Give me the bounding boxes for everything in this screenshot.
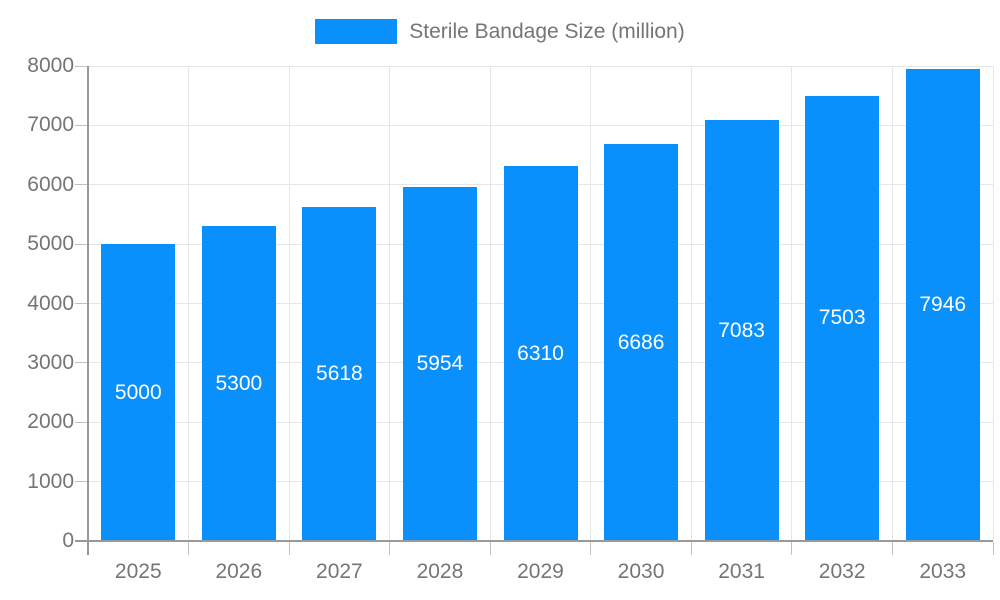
gridline-vertical — [690, 66, 692, 541]
y-axis-tick-label: 1000 — [27, 469, 74, 493]
bar-2033[interactable] — [905, 69, 980, 541]
x-axis-tick-label: 2026 — [215, 560, 263, 583]
x-axis-tick-mark — [188, 542, 190, 555]
bar-value-label: 7083 — [718, 318, 765, 342]
x-axis-tick-label: 2030 — [617, 560, 665, 583]
y-axis-tick-label: 7000 — [27, 113, 74, 137]
bar-value-label: 5000 — [114, 380, 162, 404]
bar-value-label: 7503 — [818, 306, 866, 330]
y-axis-tick-label: 5000 — [27, 232, 74, 256]
bar-2029[interactable] — [503, 166, 578, 541]
bar-2032[interactable] — [805, 95, 880, 541]
bar-value-label: 5618 — [316, 362, 363, 386]
y-axis-line — [87, 66, 89, 555]
gridline-vertical — [389, 66, 391, 541]
gridline-horizontal — [88, 65, 993, 67]
y-axis-tick-mark — [75, 362, 88, 364]
y-axis-tick-label: 0 — [62, 529, 74, 552]
x-axis-tick-mark — [389, 542, 391, 555]
x-axis-tick-mark — [288, 542, 290, 555]
legend-label: Sterile Bandage Size (million) — [409, 20, 685, 43]
x-axis-tick-label: 2031 — [718, 560, 765, 583]
bar-value-label: 5954 — [416, 352, 464, 376]
bar-2030[interactable] — [604, 144, 679, 541]
y-axis-tick-mark — [75, 421, 88, 423]
gridline-vertical — [188, 66, 190, 541]
y-axis-tick-mark — [75, 243, 88, 245]
bar-2025[interactable] — [101, 244, 176, 541]
x-axis-tick-mark — [891, 542, 893, 555]
gridline-vertical — [590, 66, 592, 541]
y-axis-tick-mark — [75, 481, 88, 483]
y-axis-tick-label: 6000 — [27, 172, 74, 196]
y-axis-tick-label: 8000 — [27, 54, 74, 77]
gridline-vertical — [791, 66, 793, 541]
y-axis-tick-mark — [75, 184, 88, 186]
y-axis-tick-mark — [75, 303, 88, 304]
gridline-horizontal — [88, 124, 993, 126]
bar-value-label: 7946 — [919, 293, 967, 317]
x-axis-tick-label: 2027 — [316, 560, 363, 583]
y-axis-tick-label: 3000 — [27, 350, 74, 374]
y-axis-tick-mark — [75, 65, 88, 67]
x-axis-tick-mark — [590, 542, 592, 555]
x-axis-tick-mark — [489, 542, 491, 555]
gridline-vertical — [891, 66, 893, 541]
legend-color-swatch — [315, 19, 398, 44]
bar-2031[interactable] — [704, 120, 779, 541]
bar-2028[interactable] — [402, 187, 477, 541]
bar-2027[interactable] — [302, 207, 377, 541]
x-axis-tick-label: 2032 — [818, 560, 866, 583]
x-axis-tick-label: 2025 — [114, 560, 162, 583]
x-axis-tick-label: 2033 — [919, 560, 967, 583]
chart-legend[interactable]: Sterile Bandage Size (million) — [0, 19, 1000, 44]
bar-value-label: 5300 — [215, 371, 263, 395]
x-axis-tick-label: 2029 — [517, 560, 564, 583]
x-axis-line — [75, 540, 993, 542]
x-axis-tick-mark — [992, 542, 994, 555]
x-axis-tick-mark — [690, 542, 692, 555]
gridline-vertical — [288, 66, 290, 541]
bar-value-label: 6310 — [517, 341, 564, 365]
gridline-vertical — [489, 66, 491, 541]
bar-2026[interactable] — [201, 226, 276, 541]
y-axis-tick-label: 2000 — [27, 410, 74, 434]
y-axis-tick-label: 4000 — [27, 291, 74, 315]
x-axis-tick-label: 2028 — [416, 560, 464, 583]
gridline-vertical — [992, 66, 994, 541]
y-axis-tick-mark — [75, 124, 88, 126]
x-axis-tick-mark — [791, 542, 793, 555]
bar-value-label: 6686 — [617, 330, 665, 354]
